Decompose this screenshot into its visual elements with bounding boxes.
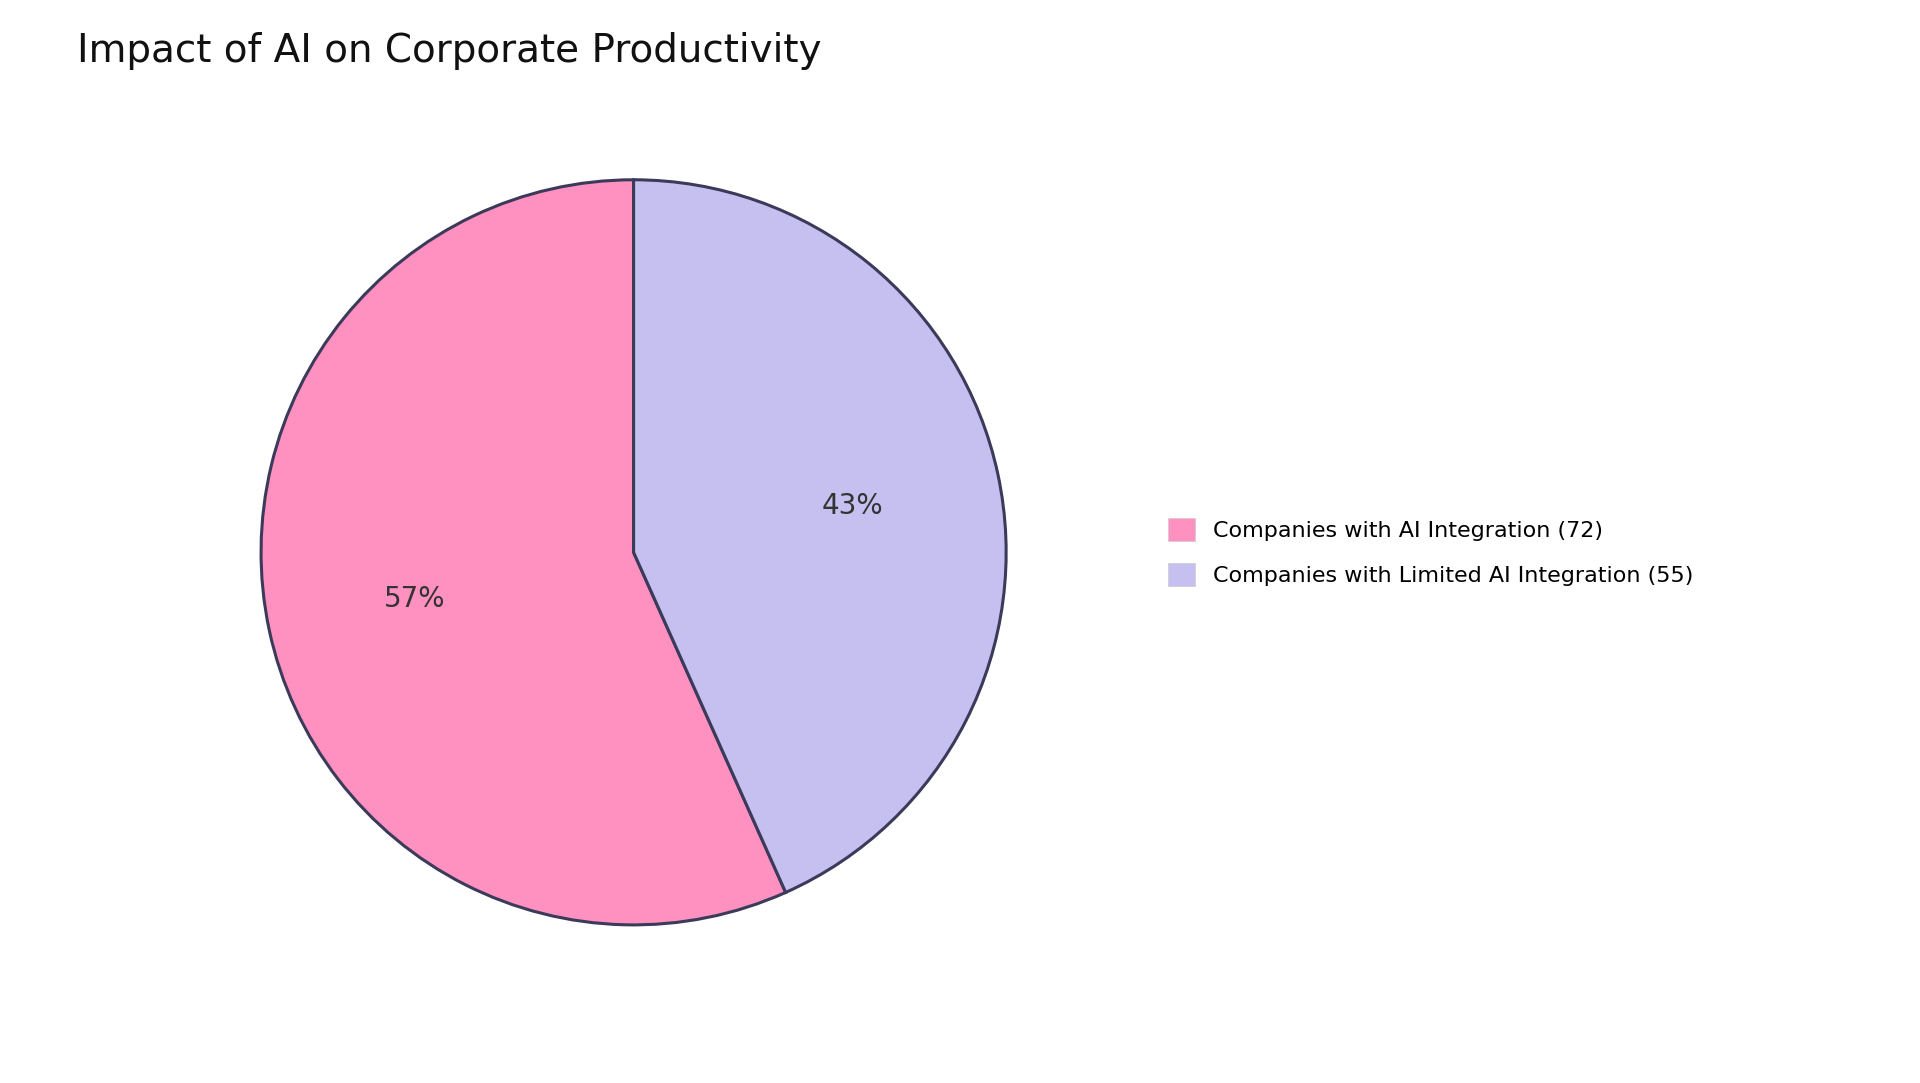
Text: Impact of AI on Corporate Productivity: Impact of AI on Corporate Productivity [77,32,822,70]
Legend: Companies with AI Integration (72), Companies with Limited AI Integration (55): Companies with AI Integration (72), Comp… [1158,507,1705,598]
Wedge shape [261,180,785,925]
Text: 43%: 43% [822,492,883,520]
Text: 57%: 57% [384,585,445,613]
Wedge shape [634,180,1006,892]
